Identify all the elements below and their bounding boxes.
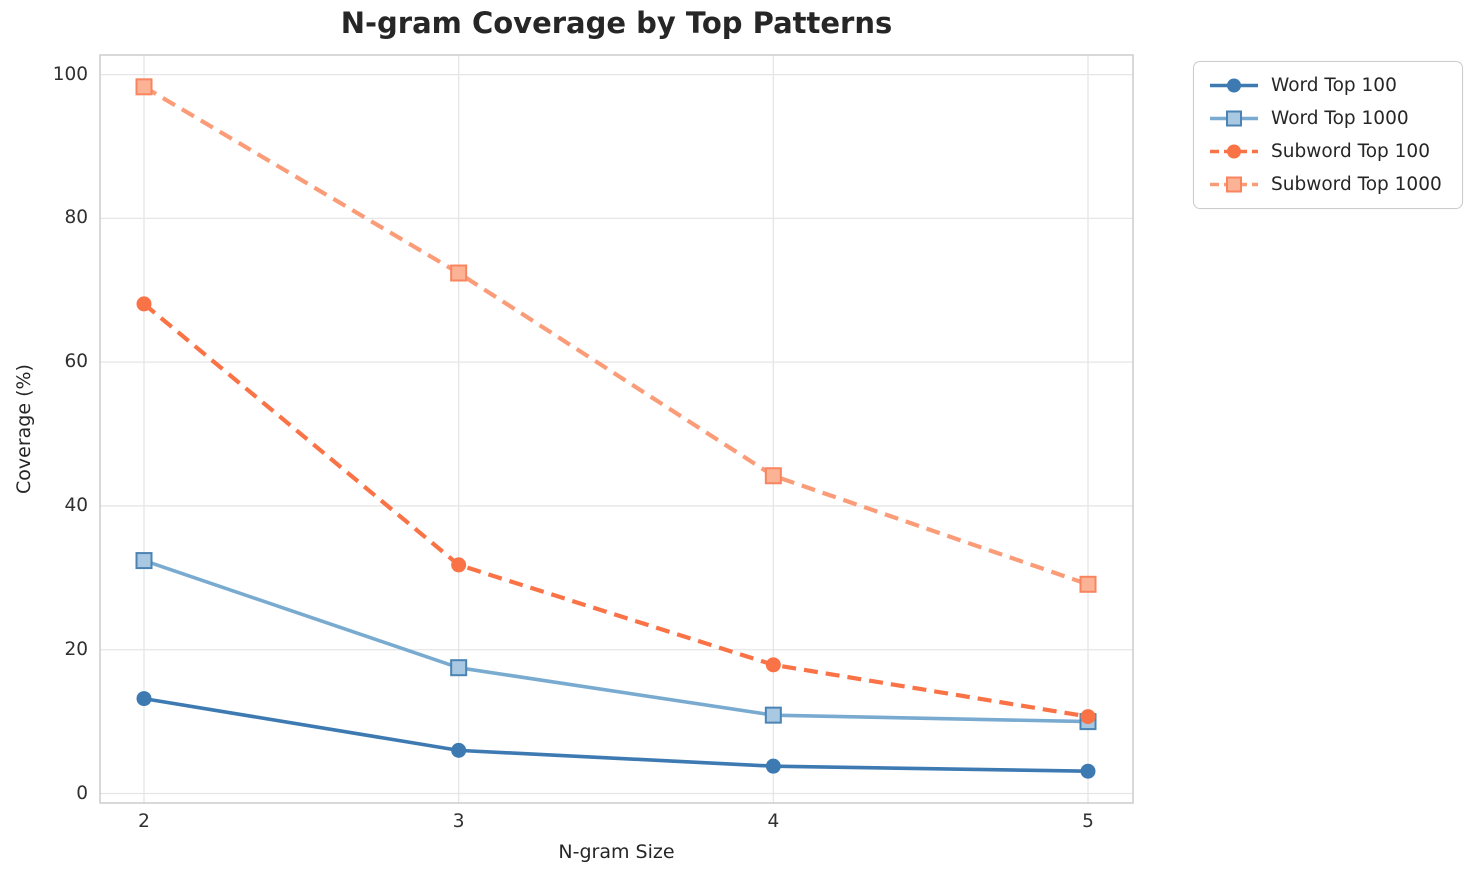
data-point-marker [135, 78, 153, 96]
legend-marker [1226, 176, 1242, 193]
legend-item: Word Top 100 [1208, 73, 1448, 98]
legend-marker [1227, 144, 1241, 159]
series-line [143, 696, 1089, 774]
y-tick-label: 20 [64, 638, 88, 660]
series-line [142, 302, 1089, 719]
legend-swatch [1210, 110, 1258, 127]
x-tick-label: 5 [1082, 811, 1094, 832]
data-point-marker [451, 742, 467, 758]
legend-swatch [1210, 144, 1258, 159]
data-point-marker [1080, 709, 1096, 725]
data-point-marker [765, 657, 781, 673]
data-point-marker [764, 706, 782, 724]
data-point-marker [450, 659, 468, 677]
legend: Word Top 100 Word Top 1000 Subword Top 100… [1193, 61, 1463, 209]
data-point-marker [135, 552, 153, 570]
legend-marker [1227, 78, 1241, 93]
series-line [142, 85, 1089, 587]
legend-swatch [1210, 78, 1258, 93]
legend-item: Subword Top 100 [1208, 139, 1448, 164]
legend-marker [1226, 110, 1242, 127]
data-point-marker [764, 467, 782, 485]
axes-spines [99, 54, 1134, 804]
legend-item: Word Top 1000 [1208, 106, 1448, 131]
y-tick-label: 0 [76, 782, 88, 804]
legend-swatch [1210, 176, 1258, 193]
y-tick-label: 80 [64, 207, 88, 229]
y-tick-label: 60 [64, 351, 88, 373]
data-point-marker [136, 296, 152, 312]
data-point-marker [765, 758, 781, 774]
data-point-marker [1080, 763, 1096, 779]
x-tick-label: 4 [767, 811, 780, 832]
data-point-marker [451, 557, 467, 573]
y-tick-label: 100 [52, 63, 88, 85]
legend-item: Subword Top 1000 [1208, 172, 1448, 197]
y-tick-label: 40 [64, 494, 88, 516]
legend-label: Subword Top 1000 [1271, 174, 1442, 195]
data-point-marker [1079, 575, 1097, 593]
chart-title: N-gram Coverage by Top Patterns [340, 6, 893, 40]
series-line [143, 558, 1089, 724]
data-point-marker [450, 264, 468, 282]
data-point-marker [136, 691, 152, 707]
legend-label: Subword Top 100 [1271, 141, 1430, 162]
x-tick-label: 3 [452, 811, 465, 832]
legend-label: Word Top 100 [1271, 75, 1397, 96]
legend-label: Word Top 1000 [1271, 108, 1409, 129]
x-tick-label: 2 [138, 811, 150, 832]
x-axis-label: N-gram Size [558, 841, 675, 863]
